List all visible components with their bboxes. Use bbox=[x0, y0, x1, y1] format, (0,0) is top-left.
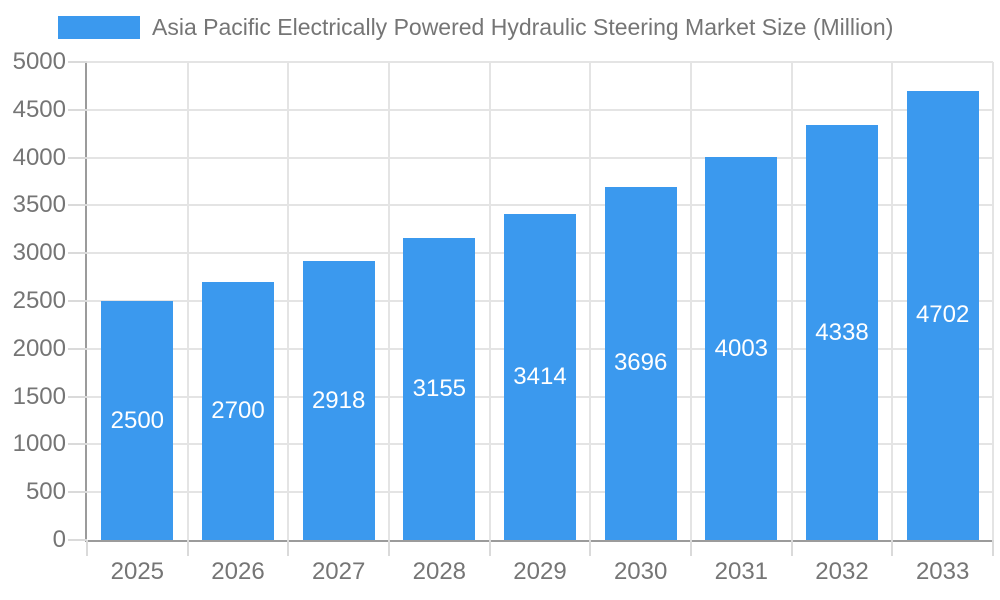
y-gridline bbox=[87, 204, 993, 207]
y-axis-label: 500 bbox=[25, 478, 66, 506]
bar: 3155 bbox=[403, 238, 476, 540]
bar-value-label: 3414 bbox=[513, 362, 567, 390]
x-gridline bbox=[488, 62, 491, 540]
y-tick bbox=[68, 108, 87, 111]
x-axis-label: 2030 bbox=[613, 558, 668, 585]
x-tick bbox=[488, 540, 491, 556]
plot-area: 0 500 1000 1500 2000 2500 3000 3500 4000 4500 5000… bbox=[13, 50, 994, 584]
bar-value-label: 2700 bbox=[211, 396, 265, 424]
y-axis-label: 3000 bbox=[12, 239, 66, 267]
y-gridline bbox=[87, 61, 993, 63]
x-tick bbox=[86, 540, 88, 556]
bar: 3696 bbox=[604, 186, 677, 540]
legend-swatch bbox=[58, 15, 140, 39]
y-axis-label: 1500 bbox=[12, 382, 66, 410]
y-tick bbox=[68, 539, 87, 541]
x-tick bbox=[690, 540, 692, 556]
x-tick bbox=[186, 540, 189, 556]
bar-value-label: 3696 bbox=[613, 349, 668, 377]
bar-value-label: 3155 bbox=[412, 375, 467, 403]
x-tick bbox=[287, 540, 290, 556]
chart-title: Asia Pacific Electrically Powered Hydrau… bbox=[152, 14, 894, 40]
y-tick bbox=[68, 443, 87, 446]
x-gridline bbox=[287, 62, 290, 540]
x-gridline bbox=[388, 62, 390, 540]
bar: 3414 bbox=[504, 213, 576, 540]
x-tick bbox=[589, 540, 592, 556]
bar-value-label: 4338 bbox=[815, 318, 869, 346]
x-axis-label: 2032 bbox=[815, 558, 869, 585]
y-tick bbox=[68, 491, 87, 494]
bar: 4338 bbox=[806, 125, 878, 540]
x-gridline bbox=[992, 62, 994, 540]
y-axis-label: 4500 bbox=[12, 95, 66, 123]
x-gridline bbox=[589, 62, 592, 540]
y-axis-label: 3500 bbox=[12, 191, 66, 219]
bar-value-label: 4702 bbox=[915, 301, 970, 329]
y-axis-label: 2000 bbox=[12, 334, 66, 362]
legend: Asia Pacific Electrically Powered Hydrau… bbox=[58, 14, 893, 40]
y-axis-label: 4000 bbox=[12, 143, 66, 171]
y-axis-label: 2500 bbox=[12, 287, 66, 314]
y-axis-label: 5000 bbox=[12, 48, 66, 75]
x-tick bbox=[388, 540, 390, 556]
y-tick bbox=[68, 395, 87, 398]
x-axis-label: 2025 bbox=[110, 558, 165, 585]
bar-value-label: 4003 bbox=[714, 334, 769, 362]
bar: 2700 bbox=[202, 281, 274, 540]
x-tick bbox=[992, 540, 994, 556]
y-tick bbox=[68, 252, 87, 255]
bar-value-label: 2918 bbox=[311, 386, 366, 414]
y-gridline bbox=[87, 156, 993, 159]
x-gridline bbox=[891, 62, 894, 540]
x-axis-label: 2027 bbox=[311, 558, 366, 585]
bar: 4003 bbox=[705, 157, 778, 540]
y-gridline bbox=[87, 108, 993, 111]
x-axis-label: 2029 bbox=[513, 558, 567, 585]
x-tick bbox=[790, 540, 793, 556]
x-gridline bbox=[790, 62, 793, 540]
x-axis-label: 2026 bbox=[211, 558, 265, 585]
y-tick bbox=[68, 347, 87, 350]
x-axis-label: 2031 bbox=[714, 558, 769, 585]
x-axis-label: 2028 bbox=[412, 558, 467, 585]
bar: 2500 bbox=[101, 301, 174, 540]
x-axis-label: 2033 bbox=[915, 558, 970, 585]
y-tick bbox=[68, 204, 87, 207]
bar-value-label: 2500 bbox=[110, 406, 165, 434]
y-axis-label: 1000 bbox=[12, 430, 66, 458]
x-tick bbox=[891, 540, 894, 556]
bar: 4702 bbox=[906, 90, 979, 540]
y-tick bbox=[68, 156, 87, 159]
bar: 2918 bbox=[302, 261, 375, 540]
y-tick bbox=[68, 61, 87, 63]
x-axis-line bbox=[85, 540, 993, 542]
x-gridline bbox=[690, 62, 692, 540]
x-gridline bbox=[186, 62, 189, 540]
y-axis-label: 0 bbox=[52, 526, 66, 553]
y-tick bbox=[68, 300, 87, 302]
